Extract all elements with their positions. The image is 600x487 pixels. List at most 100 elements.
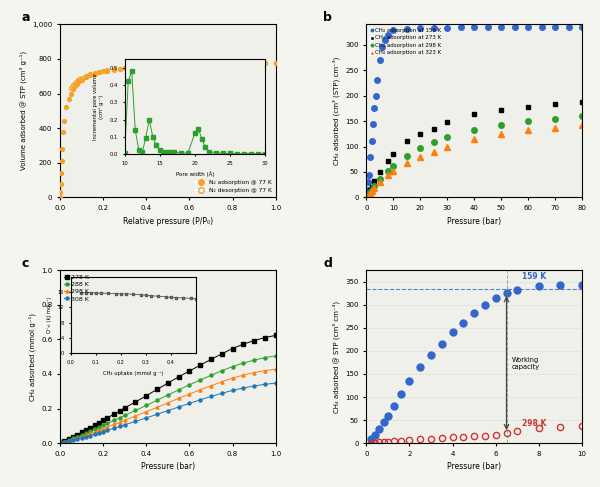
CH₄ adsorption at 298 K bbox=[364, 194, 371, 200]
298 K bbox=[70, 436, 77, 442]
298 K bbox=[262, 368, 269, 374]
308 K bbox=[82, 434, 89, 440]
308 K bbox=[61, 439, 68, 445]
308 K bbox=[251, 383, 258, 389]
Line: 278 K: 278 K bbox=[58, 334, 277, 445]
CH₄ adsorption at 298 K bbox=[368, 187, 375, 193]
CH₄ adsorption at 159 K bbox=[363, 193, 370, 199]
CH₄ adsorption at 323 K bbox=[364, 194, 371, 200]
278 K bbox=[86, 425, 94, 431]
Y-axis label: CH₄ adsorbed (mmol g⁻¹): CH₄ adsorbed (mmol g⁻¹) bbox=[28, 313, 35, 401]
CH₄ adsorption at 298 K bbox=[443, 134, 451, 140]
CH₄ adsorption at 273 K bbox=[403, 138, 410, 144]
298 K bbox=[208, 383, 215, 389]
CH₄ adsorption at 323 K bbox=[384, 172, 391, 178]
308 K bbox=[95, 430, 103, 436]
298 K bbox=[175, 395, 182, 401]
288 K bbox=[110, 417, 118, 423]
278 K bbox=[272, 333, 280, 338]
308 K bbox=[100, 429, 107, 434]
278 K bbox=[143, 393, 150, 399]
CH₄ adsorption at 298 K bbox=[384, 168, 391, 174]
288 K bbox=[100, 422, 107, 428]
288 K bbox=[95, 425, 103, 431]
X-axis label: Relative pressure (P/P₀): Relative pressure (P/P₀) bbox=[123, 217, 213, 225]
308 K bbox=[74, 436, 81, 442]
288 K bbox=[251, 357, 258, 363]
278 K bbox=[91, 422, 98, 428]
288 K bbox=[86, 428, 94, 434]
Text: a: a bbox=[21, 11, 29, 24]
CH₄ adsorption at 159 K bbox=[367, 154, 374, 160]
CH₄ adsorption at 159 K bbox=[403, 26, 410, 32]
308 K bbox=[70, 437, 77, 443]
CH₄ adsorption at 298 K bbox=[416, 145, 424, 151]
298 K bbox=[74, 435, 81, 441]
CH₄ adsorption at 273 K bbox=[470, 112, 478, 117]
278 K bbox=[197, 362, 204, 368]
CH₄ adsorption at 159 K bbox=[382, 37, 389, 42]
CH₄ adsorption at 323 K bbox=[578, 122, 586, 128]
308 K bbox=[117, 424, 124, 430]
CH₄ adsorption at 323 K bbox=[365, 192, 373, 198]
CH₄ adsorption at 273 K bbox=[363, 194, 370, 200]
CH₄ adsorption at 298 K bbox=[367, 189, 374, 195]
CH₄ adsorption at 323 K bbox=[497, 131, 505, 137]
CH₄ adsorption at 159 K bbox=[565, 24, 572, 30]
288 K bbox=[197, 377, 204, 383]
308 K bbox=[91, 431, 98, 437]
298 K bbox=[197, 387, 204, 393]
Text: c: c bbox=[21, 257, 29, 270]
298 K bbox=[229, 375, 236, 381]
CH₄ adsorption at 159 K bbox=[484, 24, 491, 30]
298 K bbox=[91, 429, 98, 435]
298 K bbox=[272, 366, 280, 372]
Y-axis label: CH₄ adsorbed @ STP (cm³ cm⁻³): CH₄ adsorbed @ STP (cm³ cm⁻³) bbox=[332, 300, 340, 412]
CH₄ adsorption at 323 K bbox=[364, 194, 371, 200]
308 K bbox=[186, 400, 193, 406]
CH₄ adsorption at 159 K bbox=[524, 24, 532, 30]
298 K bbox=[121, 417, 128, 423]
CH₄ adsorption at 159 K bbox=[372, 93, 379, 98]
CH₄ adsorption at 323 K bbox=[368, 188, 375, 194]
CH₄ adsorption at 273 K bbox=[416, 131, 424, 137]
308 K bbox=[78, 435, 85, 441]
CH₄ adsorption at 273 K bbox=[524, 104, 532, 110]
288 K bbox=[82, 430, 89, 436]
278 K bbox=[132, 399, 139, 405]
CH₄ adsorption at 298 K bbox=[365, 191, 373, 197]
CH₄ adsorption at 273 K bbox=[497, 107, 505, 113]
278 K bbox=[164, 380, 172, 386]
CH₄ adsorption at 323 K bbox=[551, 125, 559, 131]
298 K bbox=[100, 426, 107, 431]
288 K bbox=[218, 368, 226, 374]
308 K bbox=[110, 425, 118, 431]
CH₄ adsorption at 298 K bbox=[376, 176, 383, 182]
278 K bbox=[218, 351, 226, 357]
Y-axis label: Volume adsorbed @ STP (cm³ g⁻¹): Volume adsorbed @ STP (cm³ g⁻¹) bbox=[19, 51, 26, 170]
278 K bbox=[208, 356, 215, 362]
CH₄ adsorption at 159 K bbox=[373, 77, 380, 83]
298 K bbox=[117, 419, 124, 425]
CH₄ adsorption at 298 K bbox=[403, 153, 410, 159]
X-axis label: Pressure (bar): Pressure (bar) bbox=[447, 462, 501, 471]
CH₄ adsorption at 159 K bbox=[365, 171, 373, 177]
CH₄ adsorption at 273 K bbox=[367, 187, 374, 193]
CH₄ adsorption at 159 K bbox=[578, 24, 586, 30]
Legend: 278 K, 288 K, 298 K, 308 K: 278 K, 288 K, 298 K, 308 K bbox=[63, 273, 91, 303]
CH₄ adsorption at 273 K bbox=[578, 99, 586, 105]
CH₄ adsorption at 323 K bbox=[376, 179, 383, 185]
CH₄ adsorption at 159 K bbox=[384, 32, 391, 37]
298 K bbox=[82, 432, 89, 438]
CH₄ adsorption at 159 K bbox=[364, 187, 371, 193]
278 K bbox=[110, 412, 118, 417]
308 K bbox=[208, 393, 215, 399]
278 K bbox=[78, 430, 85, 435]
Line: CH₄ adsorption at 298 K: CH₄ adsorption at 298 K bbox=[364, 113, 585, 200]
CH₄ adsorption at 159 K bbox=[416, 25, 424, 31]
CH₄ adsorption at 159 K bbox=[470, 24, 478, 30]
CH₄ adsorption at 273 K bbox=[365, 191, 372, 197]
298 K bbox=[240, 372, 247, 378]
308 K bbox=[272, 380, 280, 386]
Legend: CH₄ adsorption at 159 K, CH₄ adsorption at 273 K, CH₄ adsorption at 298 K, CH₄ a: CH₄ adsorption at 159 K, CH₄ adsorption … bbox=[369, 27, 442, 56]
